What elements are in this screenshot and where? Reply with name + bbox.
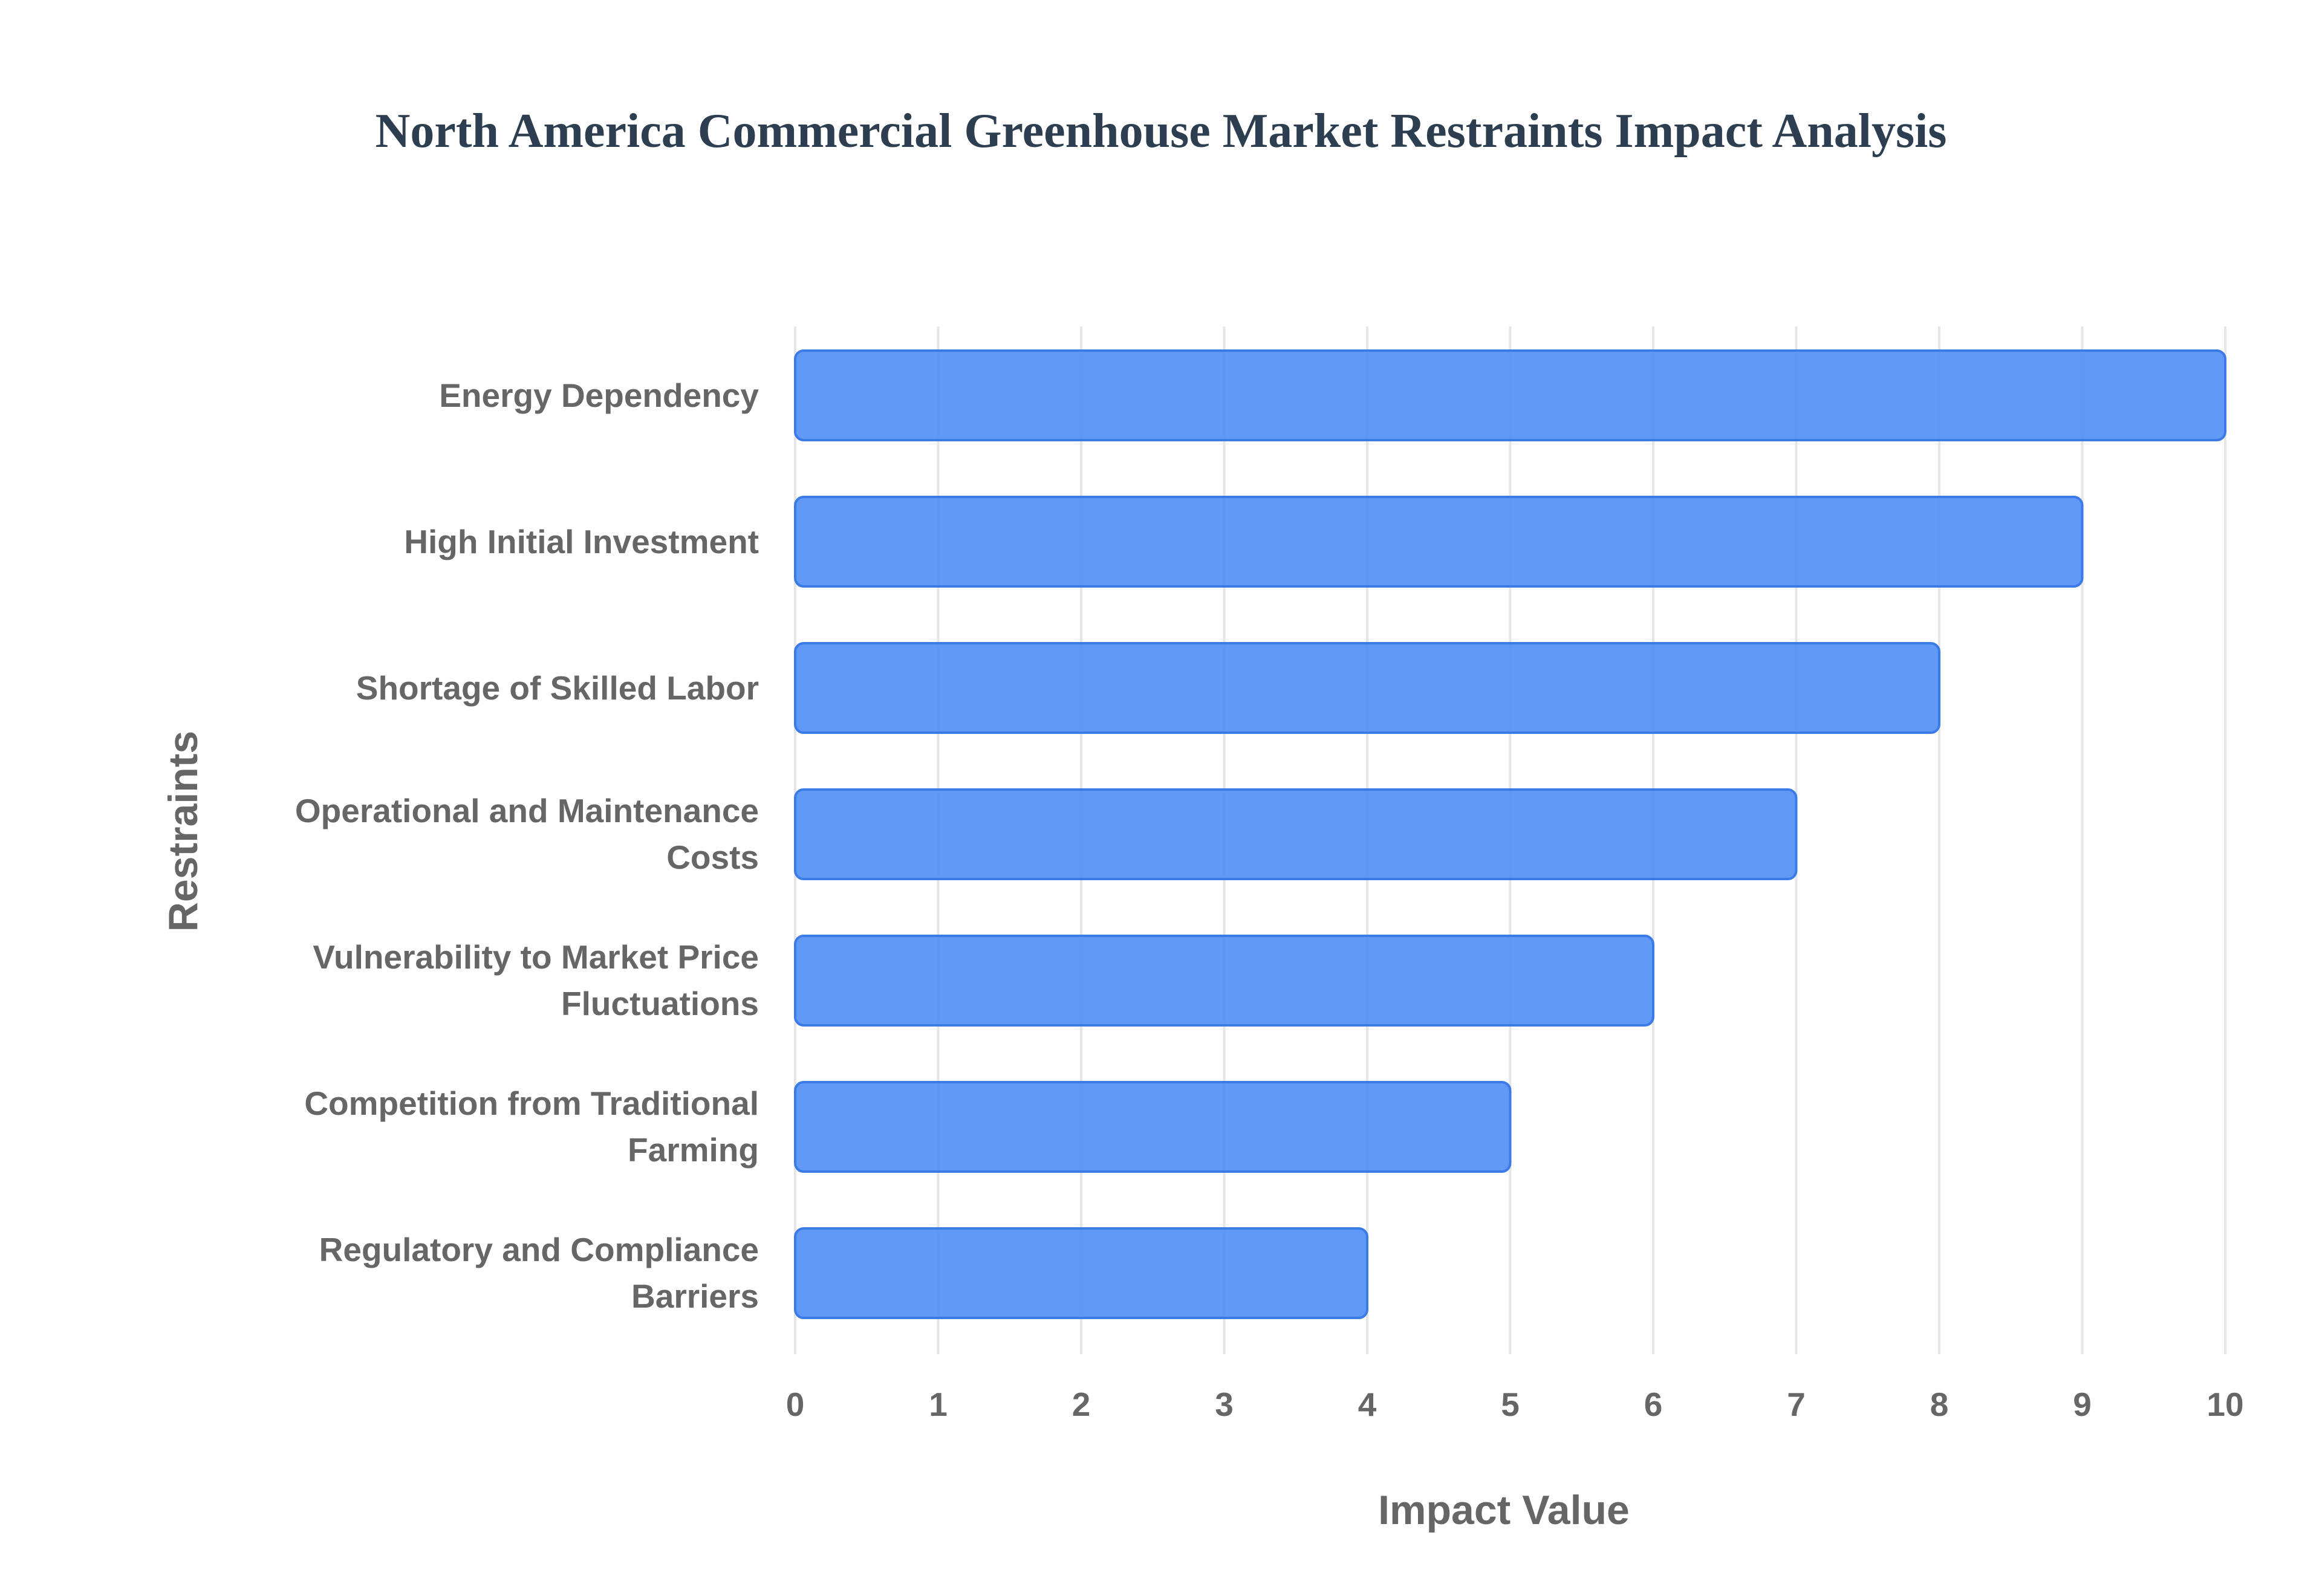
y-category-label: Competition from Traditional Farming [154, 1080, 759, 1173]
y-category-label-line: Farming [628, 1131, 759, 1169]
x-tick-label: 8 [1930, 1386, 1949, 1423]
x-tick-label: 7 [1787, 1386, 1806, 1423]
x-tick-label: 6 [1644, 1386, 1663, 1423]
bar[interactable] [794, 642, 1940, 734]
bar[interactable] [794, 788, 1798, 880]
y-category-label-line: Regulatory and Compliance [319, 1231, 759, 1268]
x-tick-label: 2 [1072, 1386, 1091, 1423]
y-category-label: Vulnerability to Market Price Fluctuation… [154, 934, 759, 1027]
y-category-label-line: Competition from Traditional [304, 1085, 759, 1122]
x-tick-label: 9 [2073, 1386, 2092, 1423]
y-category-label: Energy Dependency [154, 372, 759, 419]
y-category-label-line: Barriers [631, 1277, 759, 1315]
x-tick-label: 10 [2207, 1386, 2243, 1423]
bar[interactable] [794, 349, 2226, 441]
x-tick-label: 5 [1501, 1386, 1520, 1423]
y-category-label-line: Vulnerability to Market Price [313, 938, 759, 976]
y-category-label: Operational and Maintenance Costs [154, 788, 759, 881]
bar[interactable] [794, 935, 1654, 1027]
x-tick-label: 1 [929, 1386, 948, 1423]
y-category-label-line: High Initial Investment [404, 522, 759, 560]
bars [794, 349, 2226, 1319]
y-category-label-line: Energy Dependency [439, 376, 759, 414]
y-category-label: Shortage of Skilled Labor [154, 665, 759, 712]
y-category-label-line: Operational and Maintenance [294, 792, 759, 829]
y-category-label-line: Fluctuations [561, 985, 759, 1022]
bar[interactable] [794, 1227, 1368, 1319]
x-tick-label: 3 [1215, 1386, 1234, 1423]
x-axis-title: Impact Value [1378, 1487, 1630, 1533]
bar[interactable] [794, 1081, 1512, 1173]
y-axis-title: Restraints [160, 731, 206, 932]
y-category-label: Regulatory and Compliance Barriers [154, 1227, 759, 1320]
x-tick-label: 4 [1358, 1386, 1377, 1423]
x-tick-labels: 0 1 2 3 4 5 6 7 8 9 10 [786, 1386, 2244, 1423]
x-tick-label: 0 [786, 1386, 805, 1423]
bar[interactable] [794, 496, 2084, 588]
chart-title: North America Commercial Greenhouse Mark… [375, 105, 1947, 158]
y-category-label-line: Costs [666, 839, 759, 876]
y-category-label: High Initial Investment [154, 519, 759, 565]
y-category-label-line: Shortage of Skilled Labor [356, 669, 759, 707]
